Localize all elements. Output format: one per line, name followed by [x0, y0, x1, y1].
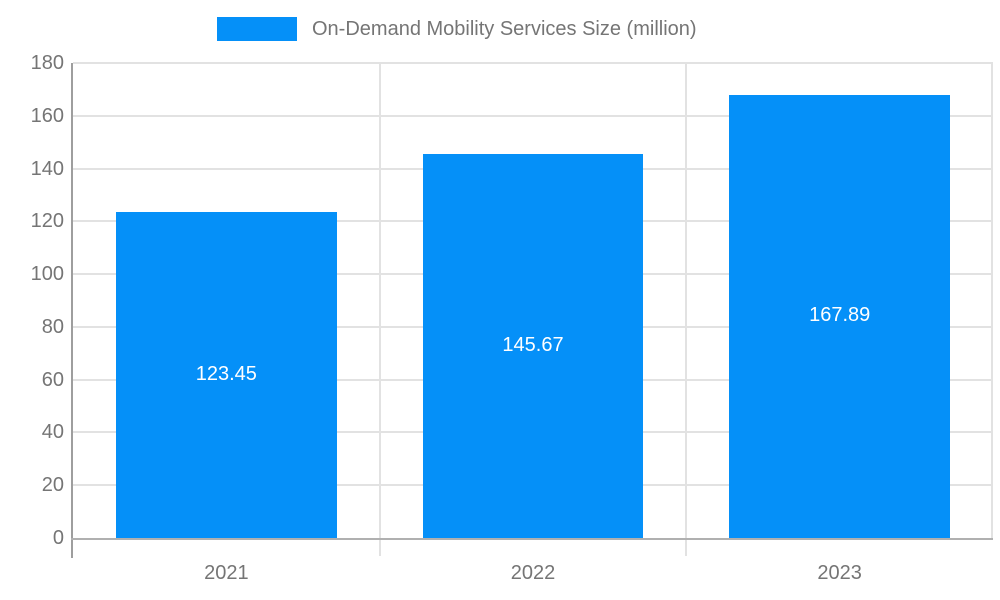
y-axis-tick-label: 140 — [30, 157, 64, 180]
legend-swatch — [217, 17, 297, 41]
x-axis-tick-label: 2022 — [510, 562, 556, 584]
y-axis-tick-label: 20 — [41, 474, 64, 497]
y-axis-tick-label: 40 — [41, 421, 64, 444]
gridline-horizontal — [73, 62, 993, 64]
bar-value-label: 123.45 — [195, 363, 257, 386]
bar — [422, 153, 644, 538]
x-axis-line — [71, 538, 993, 540]
gridline-vertical — [378, 63, 381, 556]
y-axis-tick-label: 180 — [30, 52, 64, 74]
x-axis-tick-label: 2023 — [817, 562, 862, 584]
y-axis-line — [71, 63, 73, 558]
chart-legend: On-Demand Mobility Services Size (millio… — [217, 17, 697, 41]
y-axis-tick-label: 160 — [30, 104, 64, 127]
y-axis-tick-label: 80 — [41, 315, 64, 338]
legend-label: On-Demand Mobility Services Size (millio… — [312, 17, 697, 40]
y-axis-tick-label: 0 — [52, 527, 64, 549]
bar-value-label: 145.67 — [502, 333, 564, 356]
bar — [729, 94, 951, 538]
y-axis-tick-label: 60 — [41, 368, 64, 391]
x-axis-tick-label: 2021 — [204, 562, 249, 584]
y-axis-tick-label: 100 — [30, 263, 64, 286]
gridline-horizontal — [73, 114, 993, 117]
bar-value-label: 167.89 — [809, 304, 871, 327]
y-axis-tick-label: 120 — [30, 210, 64, 233]
plot-right-border — [991, 63, 993, 538]
bar — [115, 212, 337, 538]
gridline-vertical — [685, 63, 688, 556]
